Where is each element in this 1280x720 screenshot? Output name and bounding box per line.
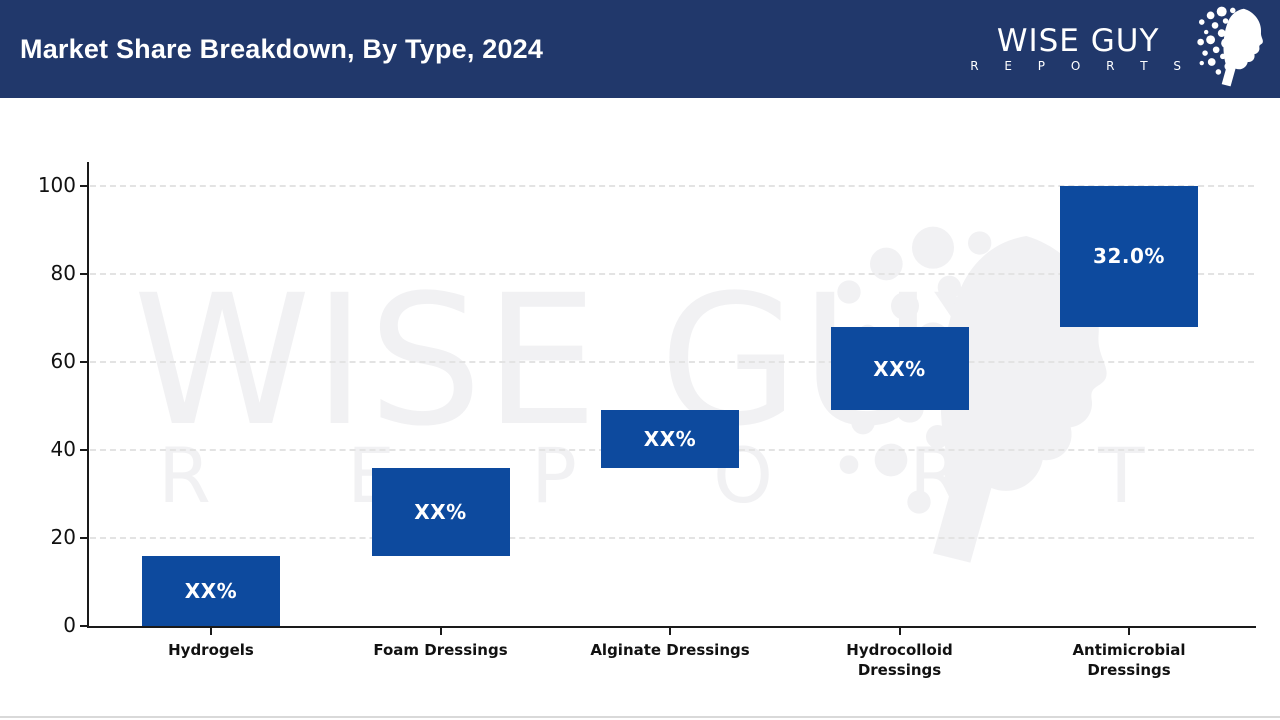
bar-value-label: 32.0%: [1093, 244, 1165, 269]
gridline-80: [90, 273, 1254, 275]
logo-text: WISE GUY R E P O R T S: [964, 25, 1192, 73]
x-axis-line: [88, 626, 1256, 628]
header: Market Share Breakdown, By Type, 2024 WI…: [0, 0, 1280, 98]
wiseguy-head-icon: [1194, 5, 1266, 93]
x-tick-mark-4: [1128, 628, 1130, 635]
x-tick-mark-3: [898, 628, 901, 635]
y-tick-mark-100: [80, 185, 88, 187]
logo-subtitle: R E P O R T S: [970, 58, 1192, 73]
gridline-60: [90, 361, 1254, 363]
gridline-20: [90, 537, 1254, 539]
x-category-label: Alginate Dressings: [590, 641, 750, 659]
bar-value-label: XX%: [643, 426, 697, 451]
y-tick-label-80: 80: [50, 261, 76, 285]
y-tick-mark-60: [80, 361, 88, 363]
bar-hydrogels: XX%: [142, 555, 280, 626]
bar-foam-dressings: XX%: [371, 467, 510, 556]
y-tick-mark-40: [80, 449, 88, 451]
bar-hydrocolloid-dressings: XX%: [830, 326, 969, 411]
wiseguy-logo: WISE GUY R E P O R T S: [964, 5, 1266, 93]
bar-value-label: XX%: [184, 578, 238, 603]
bottom-divider: [0, 716, 1280, 718]
x-tick-mark-0: [210, 628, 212, 635]
y-tick-label-100: 100: [37, 173, 76, 197]
bar-antimicrobial-dressings: 32.0%: [1060, 186, 1198, 327]
y-tick-label-60: 60: [50, 349, 76, 373]
gridline-100: [90, 185, 1254, 187]
x-tick-mark-1: [439, 628, 442, 635]
y-axis-line: [87, 162, 89, 628]
x-category-label: Hydrocolloid Dressings: [846, 641, 953, 680]
x-category-label: Hydrogels: [168, 641, 254, 659]
logo-wordmark: WISE GUY: [996, 23, 1160, 60]
y-tick-label-20: 20: [50, 525, 76, 549]
x-category-label: Foam Dressings: [373, 641, 508, 659]
y-tick-label-40: 40: [50, 437, 76, 461]
x-category-label: Antimicrobial Dressings: [1072, 641, 1186, 680]
bar-alginate-dressings: XX%: [601, 410, 739, 468]
x-tick-mark-2: [669, 628, 671, 635]
bar-value-label: XX%: [414, 499, 467, 524]
y-tick-mark-0: [80, 625, 88, 627]
y-tick-mark-20: [80, 537, 88, 539]
y-tick-mark-80: [80, 273, 88, 275]
bar-value-label: XX%: [873, 356, 926, 381]
page-title: Market Share Breakdown, By Type, 2024: [20, 33, 544, 64]
y-tick-label-0: 0: [63, 613, 76, 637]
